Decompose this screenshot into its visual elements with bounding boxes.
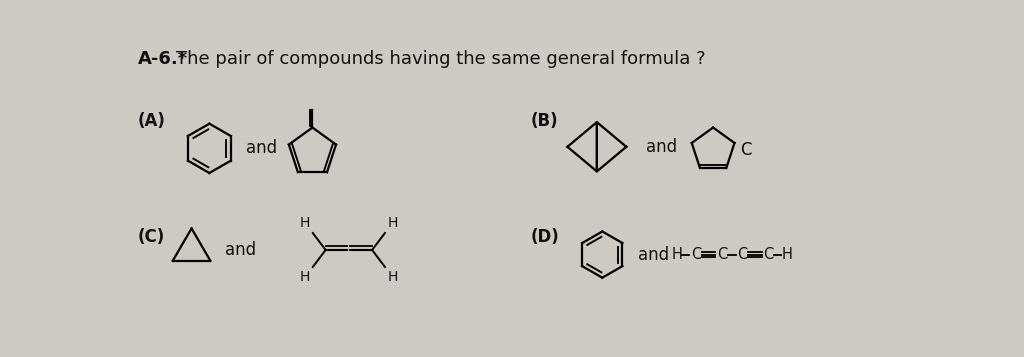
Text: H: H — [299, 216, 309, 230]
Text: and: and — [225, 241, 256, 259]
Text: H: H — [782, 247, 793, 262]
Text: and: and — [638, 246, 669, 263]
Text: and: and — [646, 138, 677, 156]
Text: H: H — [672, 247, 683, 262]
Text: (B): (B) — [531, 112, 559, 130]
Text: (C): (C) — [138, 228, 165, 246]
Text: The pair of compounds having the same general formula ?: The pair of compounds having the same ge… — [176, 50, 706, 68]
Text: C: C — [717, 247, 727, 262]
Text: C: C — [737, 247, 748, 262]
Text: (A): (A) — [138, 112, 166, 130]
Text: H: H — [388, 270, 398, 284]
Text: C: C — [690, 247, 700, 262]
Text: and: and — [246, 139, 276, 157]
Text: (D): (D) — [531, 228, 560, 246]
Text: C: C — [740, 141, 752, 159]
Text: H: H — [299, 270, 309, 284]
Text: A-6.*: A-6.* — [138, 50, 188, 68]
Text: C: C — [764, 247, 774, 262]
Text: H: H — [388, 216, 398, 230]
